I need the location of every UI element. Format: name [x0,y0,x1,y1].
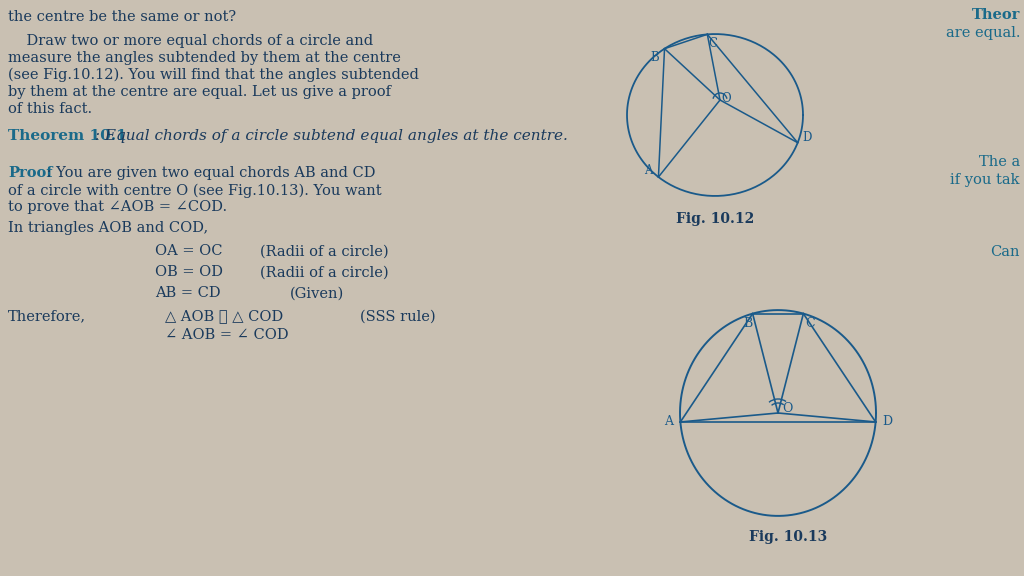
Text: to prove that ∠AOB = ∠COD.: to prove that ∠AOB = ∠COD. [8,200,227,214]
Text: Theorem 10.1: Theorem 10.1 [8,129,127,143]
Text: of this fact.: of this fact. [8,102,92,116]
Text: (Radii of a circle): (Radii of a circle) [260,266,389,279]
Text: : Equal chords of a circle subtend equal angles at the centre.: : Equal chords of a circle subtend equal… [90,129,568,143]
Text: Fig. 10.12: Fig. 10.12 [676,212,754,226]
Text: by them at the centre are equal. Let us give a proof: by them at the centre are equal. Let us … [8,85,391,99]
Text: The a: The a [979,155,1020,169]
Text: the centre be the same or not?: the centre be the same or not? [8,10,237,24]
Text: A: A [664,415,673,429]
Text: (Given): (Given) [290,286,344,301]
Text: Therefore,: Therefore, [8,309,86,323]
Text: △ AOB ≅ △ COD: △ AOB ≅ △ COD [165,309,284,323]
Text: O: O [781,401,793,415]
Text: D: D [802,131,811,144]
Text: (Radii of a circle): (Radii of a circle) [260,244,389,259]
Text: D: D [883,415,893,429]
Text: Theor: Theor [972,8,1020,22]
Text: AB = CD: AB = CD [155,286,220,301]
Text: C: C [709,37,718,50]
Text: Proof: Proof [8,166,52,180]
Text: B: B [650,51,658,64]
Text: A: A [644,164,652,176]
Text: B: B [743,317,753,330]
Text: O: O [721,92,731,104]
Text: (see Fig.10.12). You will find that the angles subtended: (see Fig.10.12). You will find that the … [8,68,419,82]
Text: Fig. 10.13: Fig. 10.13 [749,530,827,544]
Text: ∠ AOB = ∠ COD: ∠ AOB = ∠ COD [165,328,289,342]
Text: : You are given two equal chords AB and CD: : You are given two equal chords AB and … [42,166,376,180]
Text: are equal.: are equal. [945,26,1020,40]
Text: In triangles AOB and COD,: In triangles AOB and COD, [8,221,208,236]
Text: OA = OC: OA = OC [155,244,222,259]
Text: if you tak: if you tak [950,173,1020,187]
Text: C: C [806,317,815,330]
Text: of a circle with centre O (see Fig.10.13). You want: of a circle with centre O (see Fig.10.13… [8,183,382,198]
Text: measure the angles subtended by them at the centre: measure the angles subtended by them at … [8,51,400,65]
Text: Draw two or more equal chords of a circle and: Draw two or more equal chords of a circl… [8,34,373,48]
Text: Can: Can [990,245,1020,259]
Text: (SSS rule): (SSS rule) [360,309,435,323]
Text: OB = OD: OB = OD [155,266,223,279]
